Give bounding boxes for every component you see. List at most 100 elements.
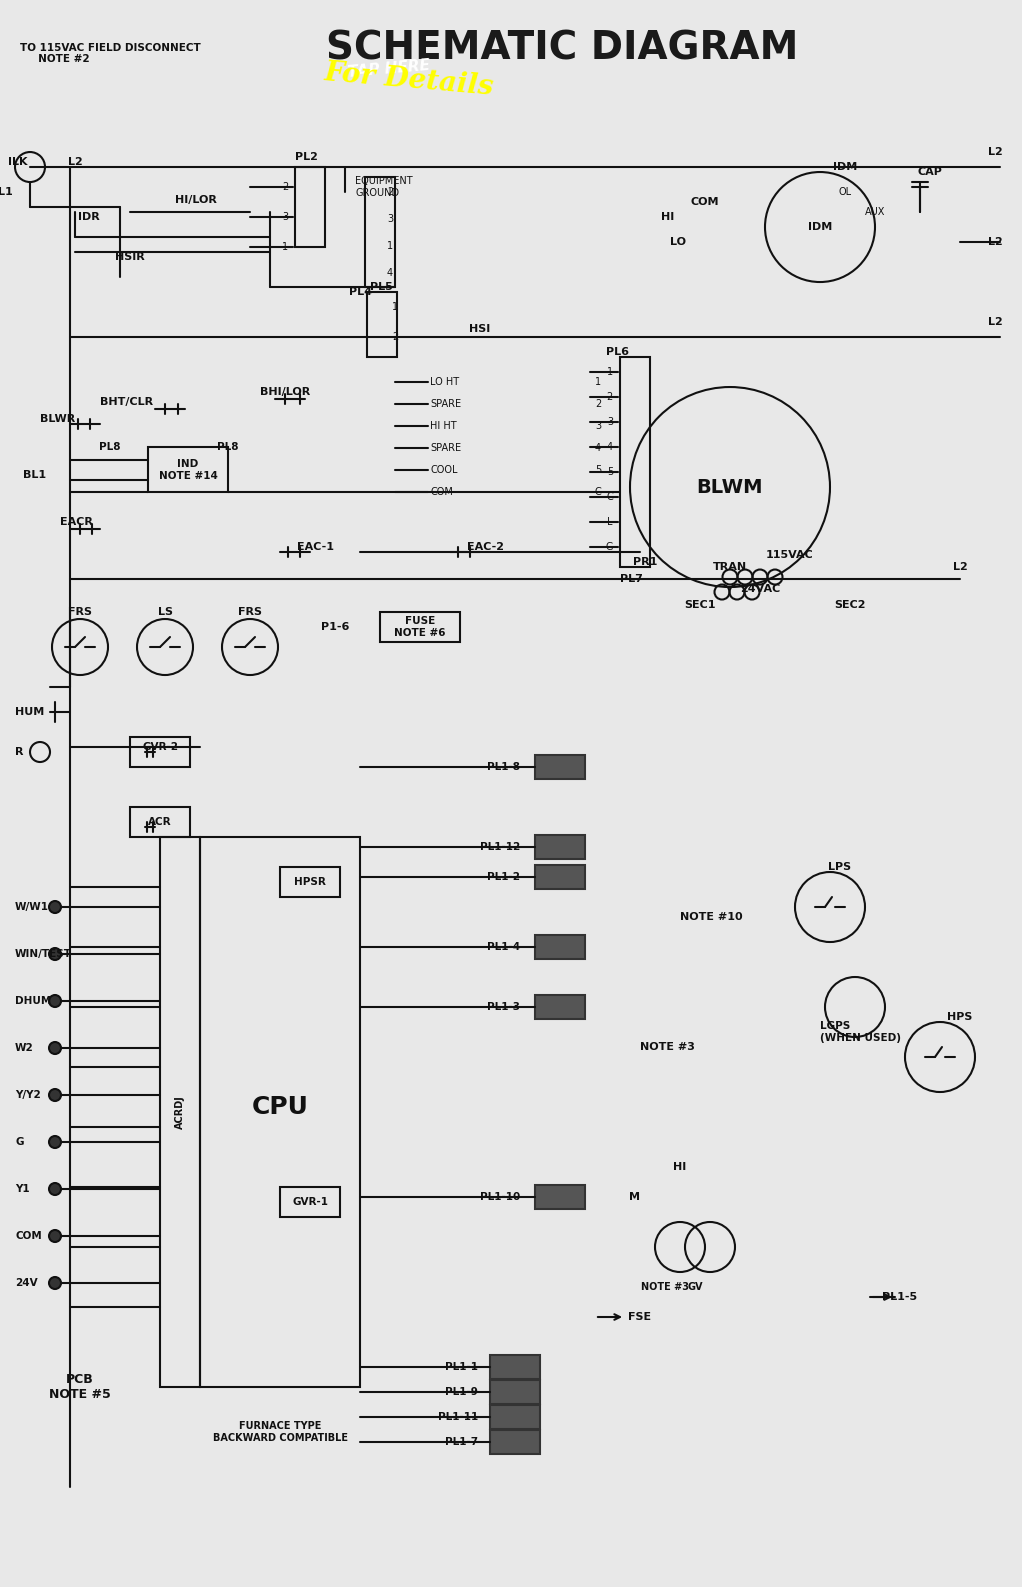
Text: L: L <box>607 517 613 527</box>
Text: GVR-1: GVR-1 <box>292 1197 328 1208</box>
Text: FRS: FRS <box>238 606 262 617</box>
Text: 3: 3 <box>387 214 393 224</box>
Bar <box>280 867 340 897</box>
Text: HPSR: HPSR <box>294 878 326 887</box>
Text: SEC2: SEC2 <box>834 600 866 609</box>
Text: 1: 1 <box>282 243 288 252</box>
Text: EACR: EACR <box>60 517 93 527</box>
Text: PL1-8: PL1-8 <box>487 762 520 771</box>
Text: PL5: PL5 <box>370 282 392 292</box>
Circle shape <box>49 995 61 1008</box>
Text: HI HT: HI HT <box>430 421 457 432</box>
Text: SPARE: SPARE <box>430 398 461 409</box>
Text: PL1-9: PL1-9 <box>446 1387 478 1397</box>
Text: BLWM: BLWM <box>697 478 763 497</box>
Text: BHI/LOR: BHI/LOR <box>260 387 310 397</box>
Circle shape <box>49 1089 61 1101</box>
Text: NOTE #3: NOTE #3 <box>640 1043 695 1052</box>
Text: L2: L2 <box>987 317 1003 327</box>
Bar <box>535 835 585 859</box>
Text: L2: L2 <box>987 148 1003 157</box>
Text: HI: HI <box>661 213 675 222</box>
Text: 24VAC: 24VAC <box>740 584 780 594</box>
Text: COOL: COOL <box>430 465 458 475</box>
Text: Y1: Y1 <box>15 1184 30 1193</box>
Text: C: C <box>595 487 601 497</box>
Bar <box>365 178 394 287</box>
Bar <box>620 357 650 567</box>
Bar <box>148 448 228 492</box>
Text: SCHEMATIC DIAGRAM: SCHEMATIC DIAGRAM <box>326 30 798 68</box>
Text: 3: 3 <box>607 417 613 427</box>
Text: LS: LS <box>157 606 173 617</box>
Text: L1: L1 <box>0 187 12 197</box>
Text: COM: COM <box>691 197 719 206</box>
Text: HSIR: HSIR <box>115 252 145 262</box>
Text: LO: LO <box>670 236 686 248</box>
Text: NOTE #10: NOTE #10 <box>680 913 743 922</box>
Bar <box>535 935 585 959</box>
Text: HI: HI <box>673 1162 687 1173</box>
Bar <box>200 836 360 1387</box>
Text: 1: 1 <box>607 367 613 378</box>
Text: SEC1: SEC1 <box>685 600 715 609</box>
Text: IDR: IDR <box>78 213 100 222</box>
Bar <box>535 1185 585 1209</box>
Text: G: G <box>15 1136 24 1147</box>
Text: PL1-5: PL1-5 <box>882 1292 918 1301</box>
Text: 1: 1 <box>387 241 393 251</box>
Text: FRS: FRS <box>68 606 92 617</box>
Text: G: G <box>605 543 613 552</box>
Text: ACR: ACR <box>148 817 172 827</box>
Text: R: R <box>15 747 24 757</box>
Text: COM: COM <box>15 1232 42 1241</box>
Bar <box>490 1430 540 1454</box>
Text: BHT/CLR: BHT/CLR <box>100 397 153 406</box>
Bar <box>160 836 200 1387</box>
Text: 3: 3 <box>282 213 288 222</box>
Text: SPARE: SPARE <box>430 443 461 452</box>
Text: PL2: PL2 <box>295 152 318 162</box>
Bar <box>367 292 397 357</box>
Text: 2: 2 <box>387 187 393 197</box>
Text: W/W1: W/W1 <box>15 901 49 913</box>
Text: TAP HERE: TAP HERE <box>346 59 430 79</box>
Circle shape <box>49 1043 61 1054</box>
Text: M: M <box>630 1192 641 1201</box>
Bar <box>130 736 190 767</box>
Bar <box>280 1187 340 1217</box>
Text: L2: L2 <box>987 236 1003 248</box>
Text: PL7: PL7 <box>620 574 643 584</box>
Text: EQUIPMENT
GROUND: EQUIPMENT GROUND <box>355 176 413 198</box>
Text: CAP: CAP <box>918 167 942 178</box>
Bar <box>490 1404 540 1428</box>
Text: P1-6: P1-6 <box>321 622 350 632</box>
Text: 2: 2 <box>391 332 399 343</box>
Text: PCB
NOTE #5: PCB NOTE #5 <box>49 1373 110 1401</box>
Text: ILK: ILK <box>8 157 28 167</box>
Text: OL: OL <box>838 187 851 197</box>
Text: 4: 4 <box>607 443 613 452</box>
Text: TO 115VAC FIELD DISCONNECT
     NOTE #2: TO 115VAC FIELD DISCONNECT NOTE #2 <box>20 43 201 65</box>
Text: EAC-2: EAC-2 <box>466 543 504 552</box>
Text: PL6: PL6 <box>606 348 630 357</box>
Circle shape <box>49 1278 61 1289</box>
Text: CPU: CPU <box>251 1095 309 1119</box>
Text: FUSE
NOTE #6: FUSE NOTE #6 <box>394 616 446 638</box>
Text: 3: 3 <box>595 421 601 432</box>
Text: GVR-2: GVR-2 <box>142 743 178 752</box>
Text: IND
NOTE #14: IND NOTE #14 <box>158 459 218 481</box>
Text: Y/Y2: Y/Y2 <box>15 1090 41 1100</box>
Text: LGPS
(WHEN USED): LGPS (WHEN USED) <box>820 1020 901 1043</box>
Text: ACRDJ: ACRDJ <box>175 1095 185 1128</box>
Bar <box>535 865 585 889</box>
Text: BL1: BL1 <box>24 470 47 479</box>
Text: LO HT: LO HT <box>430 378 459 387</box>
Text: COM: COM <box>430 487 453 497</box>
Bar <box>535 995 585 1019</box>
Text: DHUM: DHUM <box>15 997 51 1006</box>
Text: PL4: PL4 <box>349 287 372 297</box>
Text: 2: 2 <box>282 183 288 192</box>
Text: NOTE #3: NOTE #3 <box>641 1282 689 1292</box>
Text: IDM: IDM <box>807 222 832 232</box>
